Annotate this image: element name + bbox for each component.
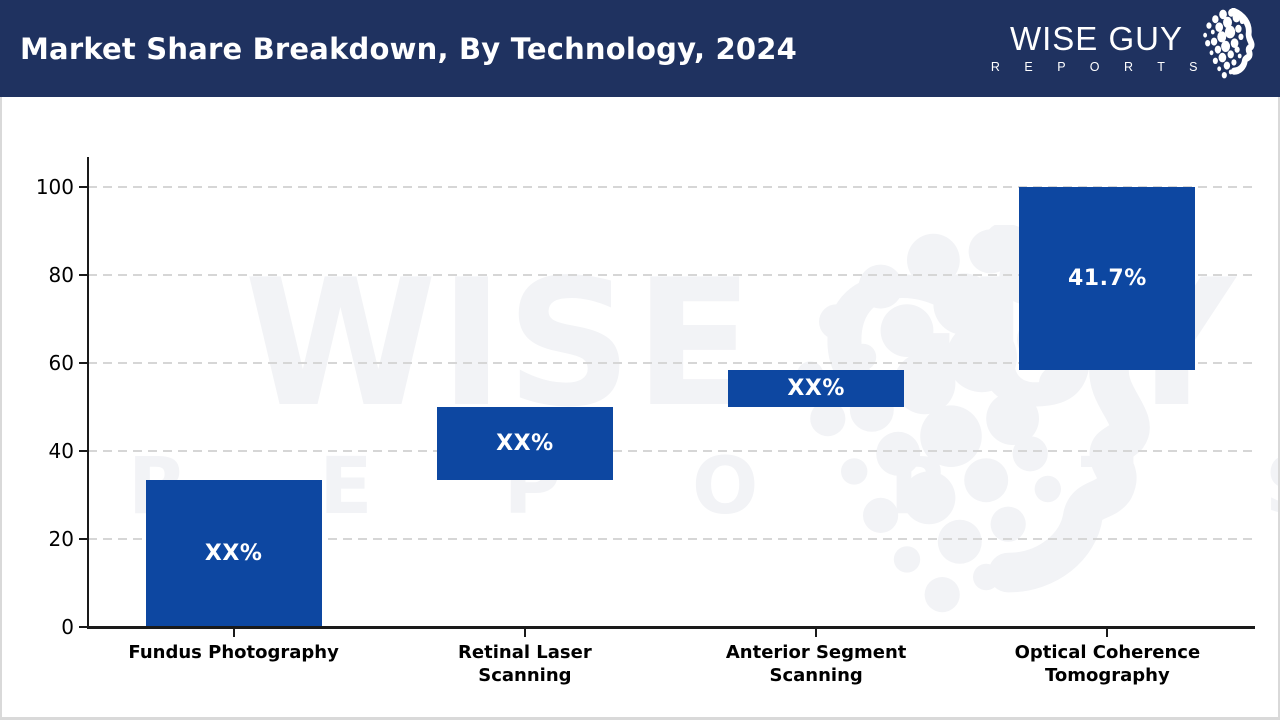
x-axis-tick [523,629,526,637]
y-tick-label: 100 [35,175,74,199]
figure-border-right [1278,97,1280,720]
x-tick-label-anterior-segment-scanning: Anterior Segment Scanning [726,641,907,688]
logo-text: WISE GUY R E P O R T S [985,22,1208,74]
x-axis-line [87,626,1255,629]
gridline-20 [88,538,1253,540]
gridline-40 [88,450,1253,452]
x-tick-label-line: Fundus Photography [128,642,339,663]
y-tick-label: 40 [48,439,74,463]
wise-guy-reports-logo: WISE GUY R E P O R T S [985,8,1264,88]
bar-value-label: XX% [496,431,554,457]
figure-border-bottom [0,717,1280,720]
y-axis-tick [79,450,88,452]
x-tick-label-line: Scanning [769,665,863,687]
y-axis-tick [79,626,88,628]
logo-wiseguy-text: WISE GUY [1009,20,1183,58]
x-axis-tick [815,629,818,637]
y-axis-tick [79,362,88,364]
y-axis-tick [79,538,88,540]
gridline-60 [88,362,1253,364]
x-axis-tick [1106,629,1109,637]
bar-fundus-photography: XX% [145,480,322,627]
bar-anterior-segment-scanning: XX% [728,370,905,407]
x-tick-label-line: Tomography [1045,665,1170,687]
x-tick-label-line: Retinal Laser [458,642,592,663]
y-tick-label: 60 [48,351,74,375]
x-tick-label-line: Scanning [478,665,572,687]
y-axis-tick [79,186,88,188]
x-tick-label-fundus-photography: Fundus Photography [128,641,338,664]
y-tick-label: 0 [61,615,74,639]
x-axis-tick [232,629,235,637]
gridline-100 [88,186,1253,188]
logo-reports-text: R E P O R T S [990,59,1208,74]
x-tick-label-optical-coherence-tomography: Optical Coherence Tomography [1015,641,1201,688]
logo-head-dots-icon [1200,8,1264,88]
bar-optical-coherence-tomography: 41.7% [1019,187,1196,371]
y-axis-tick [79,274,88,276]
x-tick-label-line: Anterior Segment [725,642,907,663]
bar-value-label: XX% [787,376,845,402]
y-tick-label: 20 [48,527,74,551]
chart-title: Market Share Breakdown, By Technology, 2… [20,31,798,66]
x-tick-label-retinal-laser-scanning: Retinal Laser Scanning [458,641,592,688]
bar-value-label: XX% [204,541,263,567]
x-tick-label-line: Optical Coherence [1014,642,1201,663]
y-tick-label: 80 [48,263,74,287]
figure-border-left [0,97,2,720]
bar-value-label: 41.7% [1067,266,1147,292]
bar-retinal-laser-scanning: XX% [436,407,613,481]
gridline-80 [88,274,1253,276]
y-axis-line [87,157,89,629]
header-bar: Market Share Breakdown, By Technology, 2… [0,0,1280,97]
